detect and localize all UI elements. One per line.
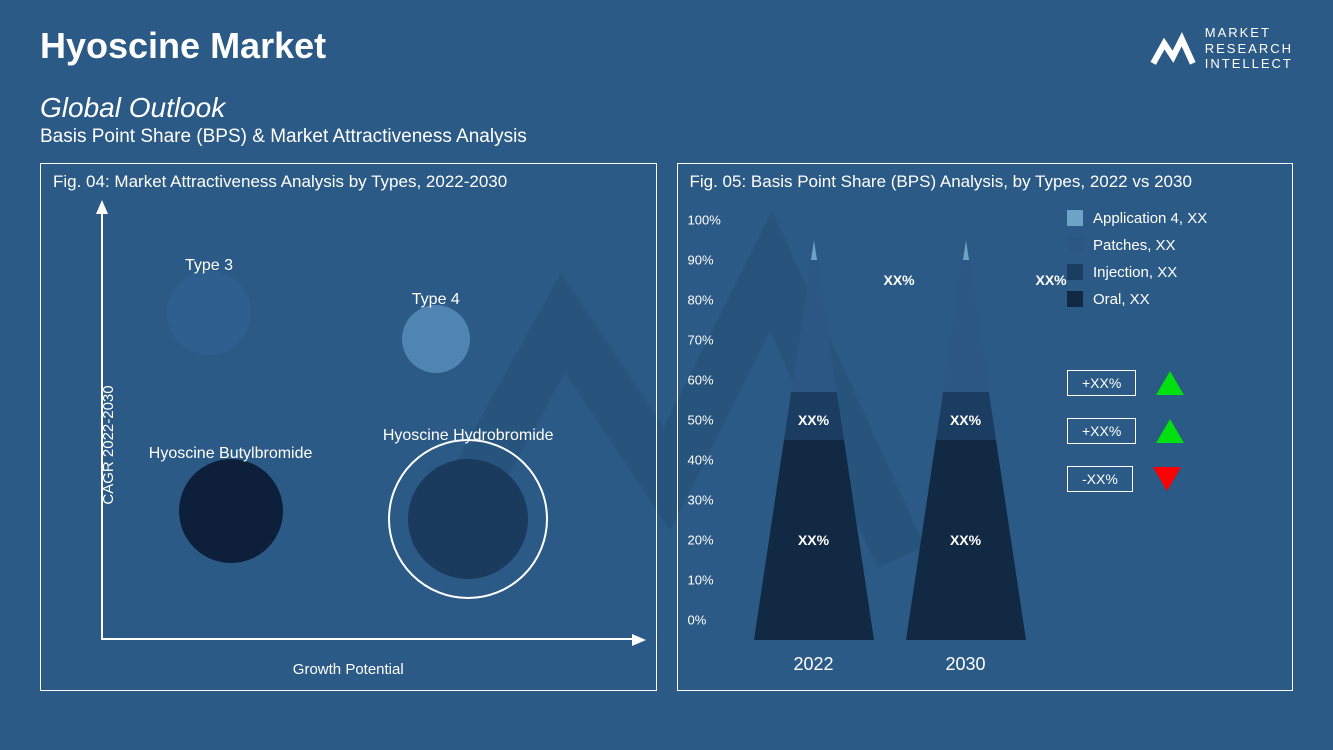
fig05-chart: 0% 10% 20% 30% 40% 50% 60% 70% 80% 90% 100% XX% XX% X…: [678, 200, 1293, 690]
fig04-bubble: [408, 459, 528, 579]
fig04-box: Fig. 04: Market Attractiveness Analysis …: [40, 163, 657, 691]
legend-swatch-icon: [1067, 291, 1083, 307]
fig04-bubble: [402, 305, 470, 373]
fig04-title: Fig. 04: Market Attractiveness Analysis …: [41, 164, 656, 200]
fig05-ytick: 90%: [688, 252, 714, 267]
fig04-bubble-label: Hyoscine Hydrobromide: [383, 427, 554, 445]
fig05-cone-segment: [811, 240, 817, 260]
page-title: Hyoscine Market: [40, 25, 326, 67]
brand-logo-line3: INTELLECT: [1205, 56, 1293, 72]
fig05-change-badge: +XX%: [1067, 370, 1136, 396]
fig05-legend-label: Oral, XX: [1093, 291, 1150, 308]
legend-swatch-icon: [1067, 237, 1083, 253]
brand-logo-line2: RESEARCH: [1205, 41, 1293, 57]
fig05-plot-area: 0% 10% 20% 30% 40% 50% 60% 70% 80% 90% 100% XX% XX% X…: [678, 200, 1063, 690]
fig05-ytick: 20%: [688, 532, 714, 547]
fig05-ytick: 10%: [688, 572, 714, 587]
fig05-cone-segment: [963, 240, 969, 260]
fig04-bubble-label: Type 3: [185, 257, 233, 275]
fig05-ytick: 0%: [688, 612, 707, 627]
fig05-cone-segment: [943, 260, 989, 392]
header: Hyoscine Market MARKET RESEARCH INTELLEC…: [0, 0, 1333, 82]
brand-logo-text: MARKET RESEARCH INTELLECT: [1205, 25, 1293, 72]
fig04-bubble-label: Type 4: [412, 291, 460, 309]
fig05-ytick: 70%: [688, 332, 714, 347]
fig05-legend-label: Injection, XX: [1093, 264, 1177, 281]
fig05-cone-seg-label: XX%: [798, 532, 829, 548]
fig05-legend-label: Application 4, XX: [1093, 210, 1207, 227]
fig05-legend-label: Patches, XX: [1093, 237, 1176, 254]
fig05-cone-seg-label: XX%: [950, 532, 981, 548]
fig05-cone-seg-label: XX%: [798, 412, 829, 428]
fig05-change-badge: +XX%: [1067, 418, 1136, 444]
fig04-plot-area: Type 3 Type 4 Hyoscine Butylbromide Hyoscin…: [101, 210, 636, 640]
fig05-cone-xlabel: 2022: [793, 654, 833, 675]
fig05-legend-item: Oral, XX: [1067, 291, 1277, 308]
triangle-down-icon: [1153, 467, 1181, 491]
fig05-change-row: +XX%: [1067, 418, 1277, 444]
fig04-x-label: Growth Potential: [293, 661, 404, 678]
analysis-subtitle: Basis Point Share (BPS) & Market Attract…: [40, 126, 1293, 148]
fig05-cone-svg: [754, 240, 874, 640]
fig05-change-row: -XX%: [1067, 466, 1277, 492]
fig05-legend-item: Injection, XX: [1067, 264, 1277, 281]
legend-swatch-icon: [1067, 210, 1083, 226]
fig04-bubble: [179, 459, 283, 563]
fig05-cone-seg-label: XX%: [950, 412, 981, 428]
fig05-box: Fig. 05: Basis Point Share (BPS) Analysi…: [677, 163, 1294, 691]
fig05-legend-item: Application 4, XX: [1067, 210, 1277, 227]
fig05-cone-segment: [791, 260, 837, 392]
fig05-change-badge: -XX%: [1067, 466, 1133, 492]
fig05-cone: XX%XX%XX%: [906, 240, 1026, 640]
fig05-title: Fig. 05: Basis Point Share (BPS) Analysi…: [678, 164, 1293, 200]
fig05-ytick: 60%: [688, 372, 714, 387]
fig04-chart: CAGR 2022-2030 Growth Potential Type 3Ty…: [41, 200, 656, 690]
fig05-legend-panel: Application 4, XX Patches, XX Injection, X…: [1062, 200, 1292, 690]
fig05-ytick: 40%: [688, 452, 714, 467]
fig05-ytick: 80%: [688, 292, 714, 307]
legend-swatch-icon: [1067, 264, 1083, 280]
subheader: Global Outlook Basis Point Share (BPS) &…: [0, 82, 1333, 153]
fig05-cone: XX%XX%XX%: [754, 240, 874, 640]
fig04-bubble-label: Hyoscine Butylbromide: [149, 445, 313, 463]
fig05-cone-svg: [906, 240, 1026, 640]
fig05-cone-seg-label: XX%: [1036, 272, 1067, 288]
fig05-legend-item: Patches, XX: [1067, 237, 1277, 254]
fig05-ytick: 100%: [688, 212, 721, 227]
fig05-ytick: 50%: [688, 412, 714, 427]
global-outlook-title: Global Outlook: [40, 92, 1293, 124]
fig05-ytick: 30%: [688, 492, 714, 507]
triangle-up-icon: [1156, 419, 1184, 443]
brand-logo-icon: [1149, 26, 1197, 70]
fig04-bubble: [167, 271, 251, 355]
brand-logo-line1: MARKET: [1205, 25, 1293, 41]
triangle-up-icon: [1156, 371, 1184, 395]
fig05-cone-xlabel: 2030: [945, 654, 985, 675]
fig05-change-row: +XX%: [1067, 370, 1277, 396]
brand-logo: MARKET RESEARCH INTELLECT: [1149, 25, 1293, 72]
charts-row: Fig. 04: Market Attractiveness Analysis …: [0, 153, 1333, 711]
